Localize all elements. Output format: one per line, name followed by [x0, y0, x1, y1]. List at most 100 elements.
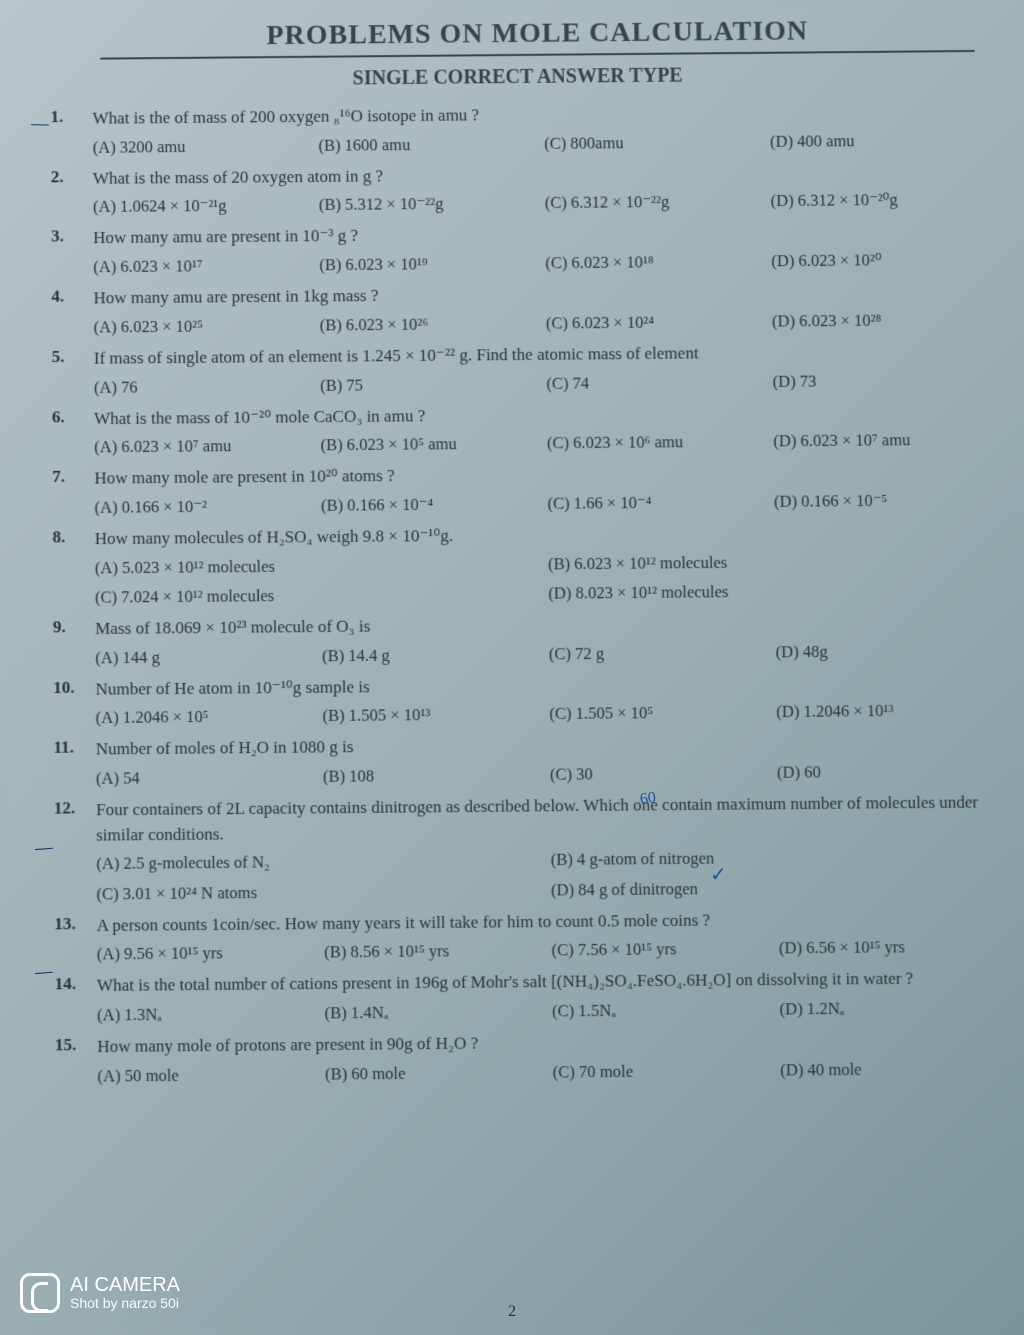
question: 10. Number of He atom in 10⁻¹⁰g sample is…: [43, 669, 1003, 730]
options: (A) 1.3Nₐ(B) 1.4Nₐ(C) 1.5Nₐ(D) 1.2Nₐ: [55, 995, 1008, 1027]
option: (C) 6.023 × 10¹⁸: [545, 249, 771, 274]
option: (A) 6.023 × 10²⁵: [94, 313, 320, 338]
option: (A) 9.56 × 10¹⁵ yrs: [97, 940, 325, 965]
option: (D) 6.023 × 10²⁰: [771, 247, 997, 272]
option: (B) 8.56 × 10¹⁵ yrs: [324, 938, 552, 963]
option: (A) 5.023 × 10¹² molecules: [95, 552, 548, 579]
question-number: 4.: [51, 287, 79, 307]
sub-title: SINGLE CORRECT ANSWER TYPE: [40, 62, 995, 93]
question: 5.If mass of single atom of an element i…: [42, 339, 999, 399]
options: (A) 9.56 × 10¹⁵ yrs(B) 8.56 × 10¹⁵ yrs(C…: [54, 934, 1006, 966]
option: (A) 1.3Nₐ: [97, 1001, 325, 1027]
question: 4. How many amu are present in 1kg mass ?…: [41, 279, 998, 339]
option: (B) 4 g-atom of nitrogen: [551, 844, 1006, 871]
question-number: 2.: [51, 167, 79, 187]
option: (A) 144 g: [95, 644, 322, 669]
option: (C) 70 mole: [553, 1058, 781, 1084]
option: (A) 54: [96, 765, 323, 790]
question-number: 13.: [54, 913, 82, 934]
option: (D) 0.166 × 10⁻⁵: [774, 488, 1001, 513]
question-text: How many mole of protons are present in …: [97, 1027, 1007, 1060]
options: (A) 2.5 g-molecules of N₂(B) 4 g-atom of…: [54, 844, 1006, 905]
camera-line1: AI CAMERA: [70, 1274, 180, 1296]
question-number: 12.: [54, 798, 82, 819]
question: 6.What is the mass of 10⁻²⁰ mole CaCO₃ i…: [42, 399, 1000, 459]
question-text: Number of He atom in 10⁻¹⁰g sample is: [95, 669, 1003, 702]
option: (B) 108: [323, 763, 550, 788]
option: (C) 6.312 × 10⁻²²g: [545, 189, 771, 214]
options: (A) 5.023 × 10¹² molecules(B) 6.023 × 10…: [53, 548, 1002, 609]
option: (A) 50 mole: [97, 1062, 325, 1088]
option: (D) 40 mole: [780, 1056, 1008, 1082]
option: (D) 6.312 × 10⁻²⁰g: [771, 187, 997, 212]
options: (A) 6.023 × 10⁷ amu(B) 6.023 × 10⁵ amu(C…: [52, 428, 1000, 460]
options: (A) 1.0624 × 10⁻²¹g(B) 5.312 × 10⁻²²g(C)…: [51, 187, 997, 218]
question: 14. What is the total number of cations p…: [44, 966, 1007, 1027]
option: (D) 400 amu: [770, 128, 996, 153]
option: (C) 6.023 × 10²⁴: [546, 309, 772, 334]
option: (A) 76: [94, 373, 320, 398]
option: (D) 8.023 × 10¹² molecules: [548, 577, 1002, 604]
question: 13. A person counts 1coin/sec. How many y…: [44, 905, 1006, 966]
option: (C) 7.024 × 10¹² molecules: [95, 581, 548, 608]
question-text: What is the total number of cations pres…: [97, 966, 1007, 999]
question-number: 10.: [53, 677, 81, 697]
option: (D) 6.023 × 10⁷ amu: [773, 428, 1000, 453]
question: 7. How many mole are present in 10²⁰ atom…: [42, 459, 1000, 520]
question-number: 7.: [52, 467, 80, 487]
question: 1.What is the of mass of 200 oxygen ₈¹⁶O…: [40, 99, 995, 159]
option: (D) 84 g of dinitrogen: [551, 874, 1006, 901]
option: (B) 1.505 × 10¹³: [322, 702, 549, 727]
option: (B) 1600 amu: [318, 131, 544, 156]
question-number: 9.: [53, 617, 81, 637]
option: (C) 1.66 × 10⁻⁴: [547, 490, 774, 515]
option: (D) 6.023 × 10²⁸: [772, 307, 998, 332]
option: (B) 6.023 × 10²⁶: [320, 311, 546, 336]
option: (B) 0.166 × 10⁻⁴: [321, 492, 548, 517]
options: (A) 144 g(B) 14.4 g(C) 72 g(D) 48g: [53, 638, 1003, 670]
question-text: A person counts 1coin/sec. How many year…: [97, 905, 1006, 938]
option: (B) 14.4 g: [322, 642, 549, 667]
question: 3. How many amu are present in 10⁻³ g ?(A…: [41, 219, 997, 279]
question-text: How many amu are present in 1kg mass ?: [93, 279, 998, 312]
question-text: How many mole are present in 10²⁰ atoms …: [94, 459, 1000, 492]
option: (C) 3.01 × 10²⁴ N atoms: [96, 878, 551, 905]
page-number: 2: [508, 1303, 516, 1321]
option: (C) 1.5Nₐ: [552, 997, 780, 1023]
options: (A) 3200 amu(B) 1600 amu(C) 800amu(D) 40…: [51, 128, 996, 159]
question: 15. How many mole of protons are present …: [45, 1027, 1008, 1088]
option: (B) 6.023 × 10¹² molecules: [548, 548, 1001, 575]
question-number: 5.: [52, 347, 80, 367]
option: (C) 800amu: [544, 130, 770, 155]
question-text: Four containers of 2L capacity contains …: [96, 790, 1005, 848]
question-number: 3.: [51, 227, 79, 247]
question: 2.What is the mass of 20 oxygen atom in …: [41, 159, 997, 219]
option: (A) 3200 amu: [93, 133, 319, 158]
question-text: What is the of mass of 200 oxygen ₈¹⁶O i…: [93, 99, 996, 132]
options: (A) 76(B) 75(C) 74(D) 73: [52, 367, 999, 399]
question-text: Mass of 18.069 × 10²³ molecule of O₃ is: [95, 609, 1002, 642]
handwriting-mark: 60: [639, 789, 657, 809]
option: (D) 1.2Nₐ: [779, 995, 1007, 1020]
camera-watermark: AI CAMERA Shot by narzo 50i: [20, 1273, 180, 1313]
options: (A) 6.023 × 10¹⁷(B) 6.023 × 10¹⁹(C) 6.02…: [51, 247, 997, 278]
question-text: Number of moles of H₂O in 1080 g is: [96, 730, 1004, 763]
question: 9. Mass of 18.069 × 10²³ molecule of O₃ i…: [43, 609, 1003, 670]
options: (A) 54(B) 108(C) 30(D) 60: [54, 759, 1005, 791]
option: (C) 6.023 × 10⁶ amu: [547, 430, 774, 455]
options: (A) 1.2046 × 10⁵(B) 1.505 × 10¹³(C) 1.50…: [53, 698, 1003, 730]
option: (D) 48g: [776, 638, 1003, 663]
option: (C) 7.56 × 10¹⁵ yrs: [551, 936, 779, 961]
options: (A) 0.166 × 10⁻²(B) 0.166 × 10⁻⁴(C) 1.66…: [52, 488, 1000, 520]
option: (D) 6.56 × 10¹⁵ yrs: [779, 934, 1007, 959]
option: (B) 6.023 × 10¹⁹: [319, 251, 545, 276]
option: (D) 60: [777, 759, 1004, 784]
question-number: 14.: [55, 974, 83, 995]
option: (A) 6.023 × 10¹⁷: [93, 253, 319, 278]
question-number: 15.: [55, 1035, 83, 1056]
option: (D) 1.2046 × 10¹³: [776, 698, 1003, 723]
question: 11. Number of moles of H₂O in 1080 g is(A…: [43, 730, 1004, 791]
question-text: How many molecules of H₂SO₄ weigh 9.8 × …: [95, 519, 1001, 552]
question-text: How many amu are present in 10⁻³ g ?: [93, 219, 997, 252]
question-number: 11.: [53, 738, 81, 759]
